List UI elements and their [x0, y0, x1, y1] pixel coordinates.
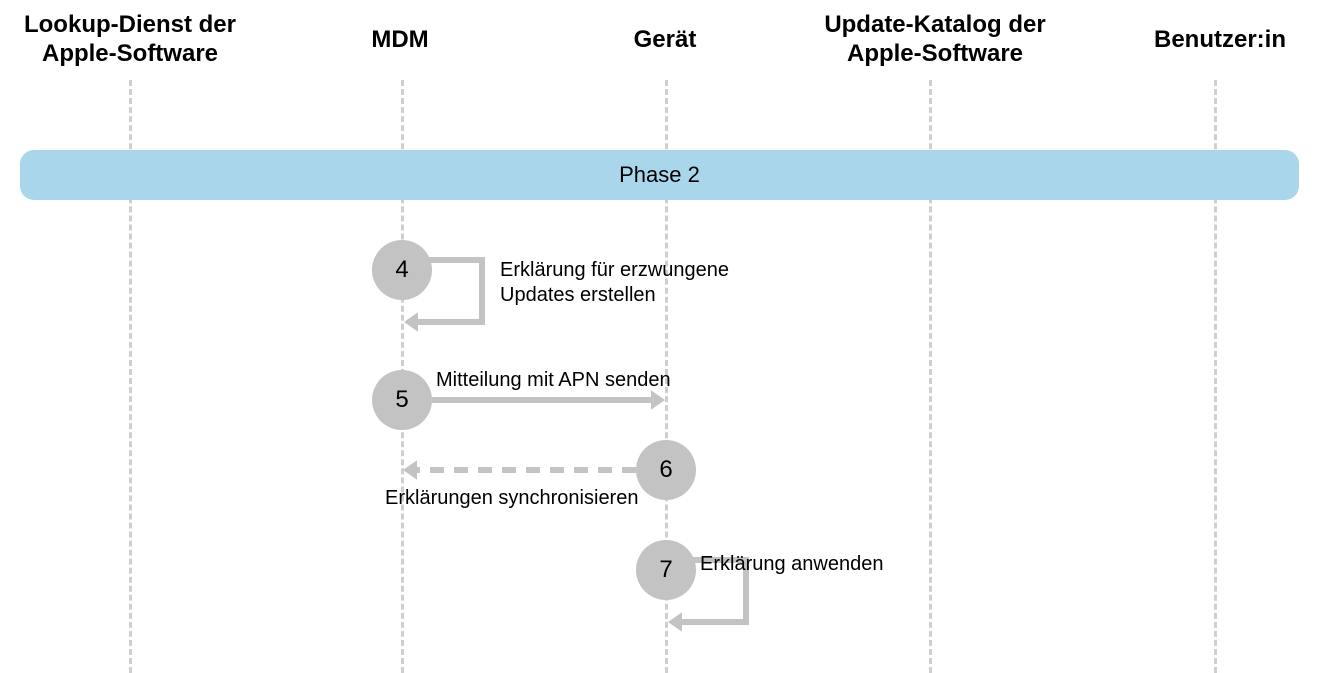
step-circle-7: 7 [636, 540, 696, 600]
arrow-label-a5: Mitteilung mit APN senden [436, 368, 671, 393]
step-circle-4: 4 [372, 240, 432, 300]
lane-header-catalog: Update-Katalog derApple-Software [805, 0, 1065, 80]
step-circle-6: 6 [636, 440, 696, 500]
arrow-a5 [432, 390, 665, 410]
phase-bar: Phase 2 [20, 150, 1299, 200]
arrow-label-a4: Erklärung für erzwungeneUpdates erstelle… [500, 258, 729, 308]
lane-header-device: Gerät [615, 0, 715, 80]
lane-header-user: Benutzer:in [1150, 0, 1290, 80]
arrow-label-a7: Erklärung anwenden [700, 552, 883, 577]
arrow-a6 [403, 460, 636, 480]
lane-header-lookup: Lookup-Dienst derApple-Software [10, 0, 250, 80]
arrow-label-a6: Erklärungen synchronisieren [385, 486, 638, 511]
step-circle-5: 5 [372, 370, 432, 430]
lane-header-mdm: MDM [350, 0, 450, 80]
